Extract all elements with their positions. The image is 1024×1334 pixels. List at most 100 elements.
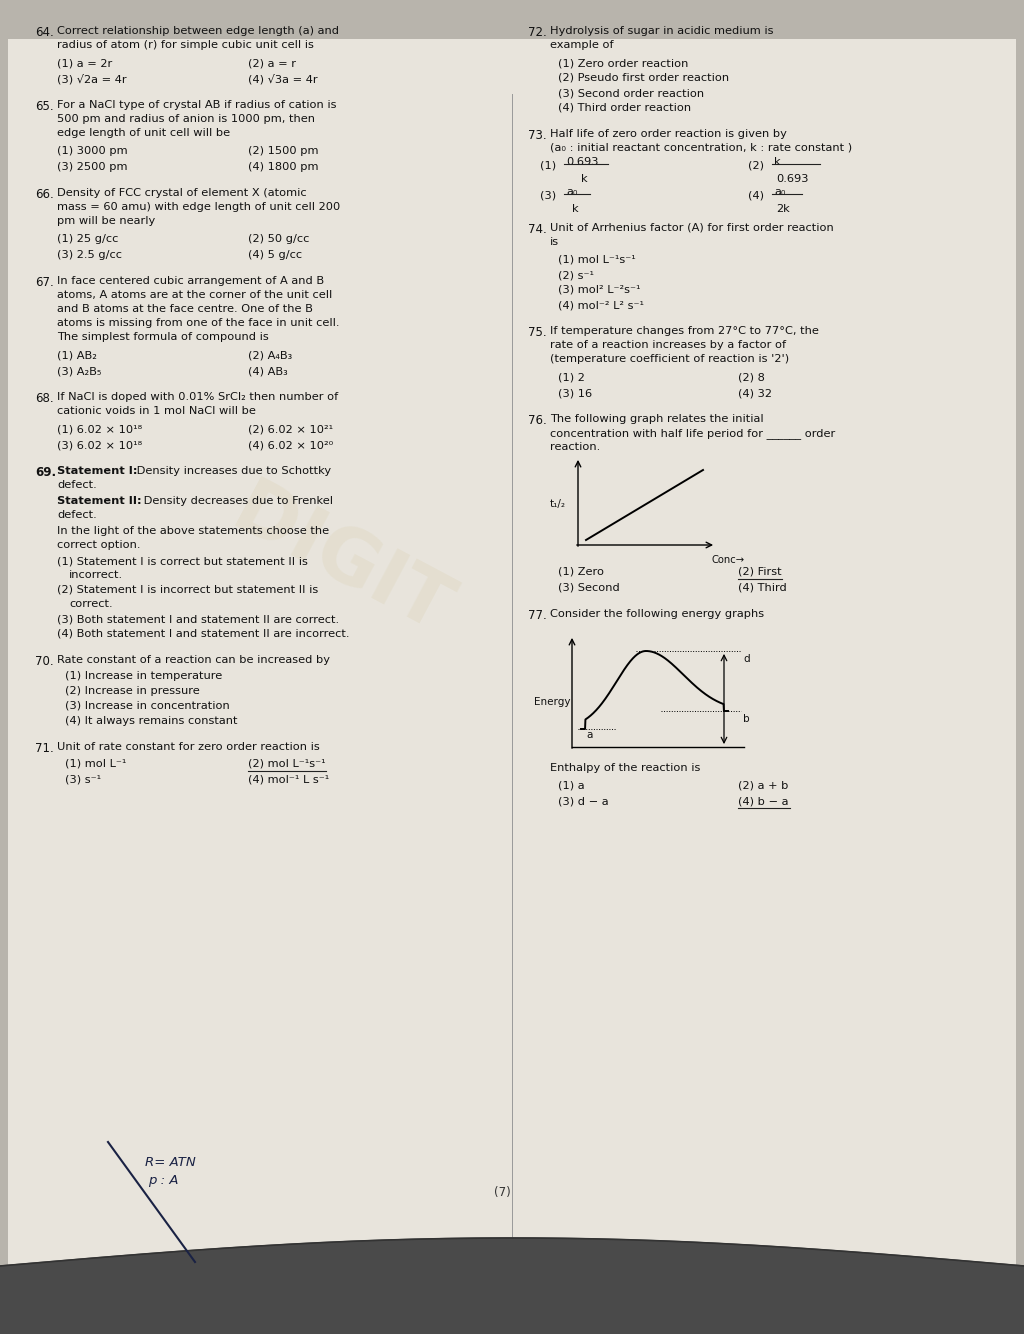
Text: For a NaCl type of crystal AB if radius of cation is: For a NaCl type of crystal AB if radius … <box>57 100 337 109</box>
Text: 0.693: 0.693 <box>566 157 598 167</box>
Text: (3) s⁻¹: (3) s⁻¹ <box>65 774 101 784</box>
Text: radius of atom (r) for simple cubic unit cell is: radius of atom (r) for simple cubic unit… <box>57 40 314 49</box>
Text: Density increases due to Schottky: Density increases due to Schottky <box>133 466 331 476</box>
Text: example of: example of <box>550 40 613 49</box>
Text: (1) Zero: (1) Zero <box>558 567 604 578</box>
Text: (2) Pseudo first order reaction: (2) Pseudo first order reaction <box>558 73 729 83</box>
Text: pm will be nearly: pm will be nearly <box>57 216 156 225</box>
Text: 65.: 65. <box>35 100 53 113</box>
Text: edge length of unit cell will be: edge length of unit cell will be <box>57 128 230 137</box>
Text: (2) A₄B₃: (2) A₄B₃ <box>248 350 292 360</box>
Text: (2) Statement I is incorrect but statement II is: (2) Statement I is incorrect but stateme… <box>57 586 318 595</box>
Text: 77.: 77. <box>528 610 547 622</box>
Text: concentration with half life period for ______ order: concentration with half life period for … <box>550 428 836 439</box>
Text: Energy: Energy <box>534 696 570 707</box>
Text: (4) 5 g/cc: (4) 5 g/cc <box>248 249 302 260</box>
Text: 73.: 73. <box>528 129 547 141</box>
Text: atoms, A atoms are at the corner of the unit cell: atoms, A atoms are at the corner of the … <box>57 289 332 300</box>
Text: 68.: 68. <box>35 392 53 406</box>
Text: b: b <box>743 714 750 724</box>
Text: (3) Second order reaction: (3) Second order reaction <box>558 88 705 97</box>
Text: d: d <box>743 654 750 664</box>
Text: (2) 50 g/cc: (2) 50 g/cc <box>248 233 309 244</box>
Text: Consider the following energy graphs: Consider the following energy graphs <box>550 610 764 619</box>
Text: (2) 1500 pm: (2) 1500 pm <box>248 145 318 156</box>
Text: Statement I:: Statement I: <box>57 466 137 476</box>
Text: 67.: 67. <box>35 276 53 289</box>
Text: (2) mol L⁻¹s⁻¹: (2) mol L⁻¹s⁻¹ <box>248 758 326 768</box>
Text: 500 pm and radius of anion is 1000 pm, then: 500 pm and radius of anion is 1000 pm, t… <box>57 113 315 124</box>
Text: (3): (3) <box>540 191 556 201</box>
Text: 2k: 2k <box>776 204 790 213</box>
Text: (1) Statement I is correct but statement II is: (1) Statement I is correct but statement… <box>57 556 308 566</box>
Text: (4) b − a: (4) b − a <box>738 796 788 807</box>
Text: (1) 6.02 × 10¹⁸: (1) 6.02 × 10¹⁸ <box>57 424 142 434</box>
Text: (temperature coefficient of reaction is '2'): (temperature coefficient of reaction is … <box>550 354 790 364</box>
Text: a: a <box>586 730 592 740</box>
Text: (2) Increase in pressure: (2) Increase in pressure <box>65 686 200 696</box>
Text: is: is <box>550 237 559 247</box>
Text: 75.: 75. <box>528 325 547 339</box>
Text: R= ATN: R= ATN <box>145 1157 196 1169</box>
Text: (1) AB₂: (1) AB₂ <box>57 350 97 360</box>
Text: (2) 6.02 × 10²¹: (2) 6.02 × 10²¹ <box>248 424 333 434</box>
Text: 64.: 64. <box>35 25 53 39</box>
Text: (4) 32: (4) 32 <box>738 388 772 398</box>
Text: 72.: 72. <box>528 25 547 39</box>
Text: (4) AB₃: (4) AB₃ <box>248 366 288 376</box>
Text: (4) √3a = 4r: (4) √3a = 4r <box>248 73 317 84</box>
Text: Hydrolysis of sugar in acidic medium is: Hydrolysis of sugar in acidic medium is <box>550 25 773 36</box>
Text: Conc→: Conc→ <box>712 555 745 566</box>
Text: t₁/₂: t₁/₂ <box>550 499 566 510</box>
Text: (3) mol² L⁻²s⁻¹: (3) mol² L⁻²s⁻¹ <box>558 285 640 295</box>
Text: (4) 6.02 × 10²⁰: (4) 6.02 × 10²⁰ <box>248 440 333 450</box>
Text: cationic voids in 1 mol NaCl will be: cationic voids in 1 mol NaCl will be <box>57 406 256 416</box>
Text: (3) 2500 pm: (3) 2500 pm <box>57 161 128 172</box>
Text: (1) 25 g/cc: (1) 25 g/cc <box>57 233 119 244</box>
Text: If NaCl is doped with 0.01% SrCl₂ then number of: If NaCl is doped with 0.01% SrCl₂ then n… <box>57 392 338 402</box>
Text: Correct relationship between edge length (a) and: Correct relationship between edge length… <box>57 25 339 36</box>
Text: 66.: 66. <box>35 188 53 201</box>
Text: (1) mol L⁻¹: (1) mol L⁻¹ <box>65 758 126 768</box>
Text: a₀: a₀ <box>566 187 578 197</box>
Text: (3) √2a = 4r: (3) √2a = 4r <box>57 73 127 84</box>
Text: k: k <box>572 204 579 213</box>
Text: incorrect.: incorrect. <box>69 570 123 580</box>
Text: (2) s⁻¹: (2) s⁻¹ <box>558 269 594 280</box>
Text: (4) Third: (4) Third <box>738 583 786 594</box>
Text: (1) a = 2r: (1) a = 2r <box>57 57 113 68</box>
Text: (1) 3000 pm: (1) 3000 pm <box>57 145 128 156</box>
Text: p : A: p : A <box>148 1174 178 1187</box>
Text: 74.: 74. <box>528 223 547 236</box>
Text: (4) 1800 pm: (4) 1800 pm <box>248 161 318 172</box>
Text: The simplest formula of compound is: The simplest formula of compound is <box>57 332 268 342</box>
Text: If temperature changes from 27°C to 77°C, the: If temperature changes from 27°C to 77°C… <box>550 325 819 336</box>
Text: (1) Zero order reaction: (1) Zero order reaction <box>558 57 688 68</box>
Text: 70.: 70. <box>35 655 53 668</box>
Text: defect.: defect. <box>57 510 96 520</box>
Text: (2) a + b: (2) a + b <box>738 780 788 791</box>
Text: (4): (4) <box>748 191 764 201</box>
Text: (1) 2: (1) 2 <box>558 372 585 382</box>
Text: (2) First: (2) First <box>738 567 781 578</box>
Text: Density of FCC crystal of element X (atomic: Density of FCC crystal of element X (ato… <box>57 188 306 197</box>
Text: (4) Both statement I and statement II are incorrect.: (4) Both statement I and statement II ar… <box>57 630 349 639</box>
Text: (2) a = r: (2) a = r <box>248 57 296 68</box>
Text: (2): (2) <box>748 161 764 171</box>
Text: (1): (1) <box>540 161 556 171</box>
Text: Density decreases due to Frenkel: Density decreases due to Frenkel <box>140 496 333 506</box>
Text: 71.: 71. <box>35 742 53 755</box>
Text: (3) d − a: (3) d − a <box>558 796 608 807</box>
Text: 0.693: 0.693 <box>776 173 809 184</box>
Text: (4) Third order reaction: (4) Third order reaction <box>558 103 691 113</box>
Text: mass = 60 amu) with edge length of unit cell 200: mass = 60 amu) with edge length of unit … <box>57 201 340 212</box>
Text: Unit of Arrhenius factor (A) for first order reaction: Unit of Arrhenius factor (A) for first o… <box>550 223 834 233</box>
Text: correct option.: correct option. <box>57 540 140 550</box>
Text: (1) mol L⁻¹s⁻¹: (1) mol L⁻¹s⁻¹ <box>558 255 636 265</box>
Text: 69.: 69. <box>35 466 56 479</box>
Text: In the light of the above statements choose the: In the light of the above statements cho… <box>57 526 329 536</box>
Text: (7): (7) <box>494 1186 511 1199</box>
Text: (3) Increase in concentration: (3) Increase in concentration <box>65 700 229 711</box>
Text: reaction.: reaction. <box>550 442 600 452</box>
Text: (3) Both statement I and statement II are correct.: (3) Both statement I and statement II ar… <box>57 614 339 624</box>
